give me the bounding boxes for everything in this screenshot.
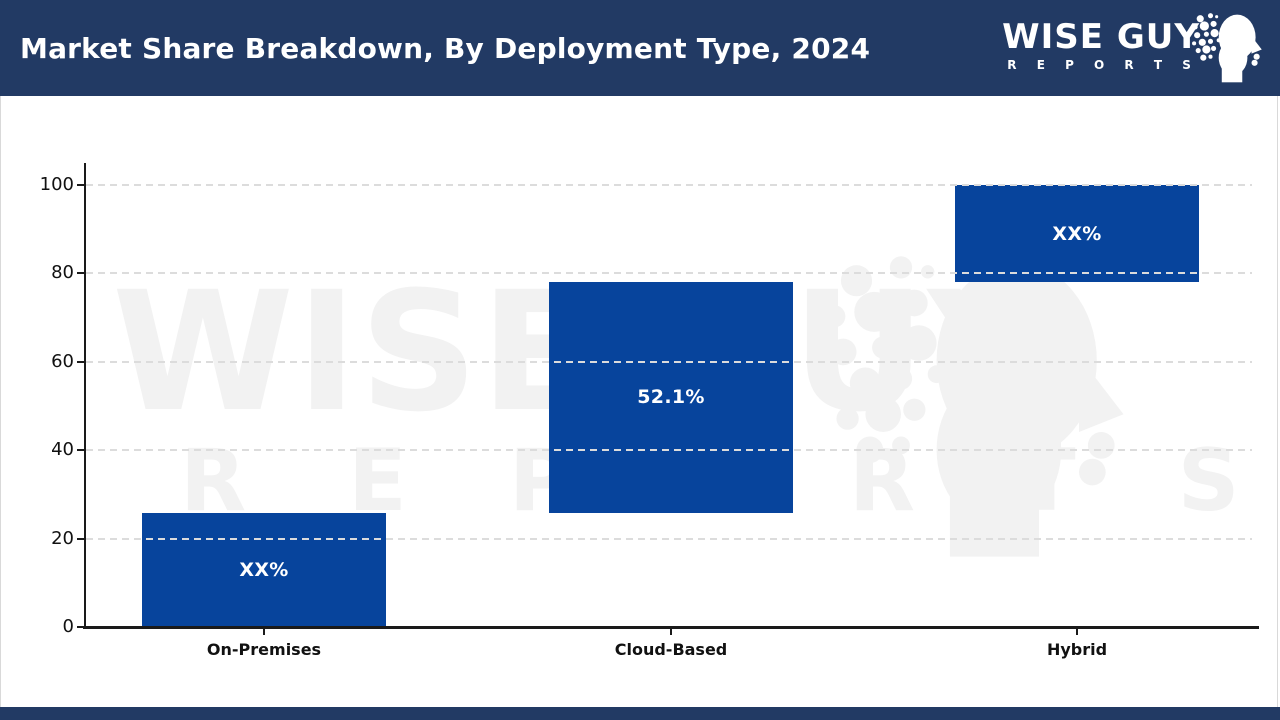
- gridline-y-40: [86, 449, 1252, 452]
- y-axis-tick-label: 20: [51, 527, 74, 549]
- y-axis-tick-mark: [77, 626, 84, 628]
- gridline-y-20: [86, 537, 1252, 540]
- y-axis-tick-label: 0: [62, 616, 74, 637]
- page-title: Market Share Breakdown, By Deployment Ty…: [20, 31, 871, 65]
- x-tick-label-hybrid: Hybrid: [1046, 640, 1108, 659]
- brand-name: WISE GUY: [1002, 17, 1200, 57]
- y-axis-tick-mark: [77, 272, 84, 275]
- y-axis-tick-label: 40: [51, 439, 74, 461]
- y-axis-tick-mark: [77, 537, 84, 540]
- bar-on-premises: XX%: [142, 512, 386, 627]
- x-tick-label-on-premises: On-Premises: [206, 640, 322, 659]
- x-axis-tick-mark: [263, 629, 265, 635]
- bar-cloud-based: 52.1%: [549, 282, 793, 513]
- y-axis-tick-label: 80: [51, 262, 74, 284]
- x-tick-label-cloud-based: Cloud-Based: [614, 640, 728, 659]
- y-axis-tick-mark: [77, 184, 84, 186]
- y-axis-tick-label: 60: [51, 350, 74, 372]
- gridline-y-100: [86, 184, 1252, 186]
- x-axis-tick-mark: [670, 629, 672, 635]
- bar-value-label: XX%: [239, 558, 289, 581]
- brand-subname: R E P O R T S: [1007, 58, 1199, 72]
- y-axis-tick-label: 100: [39, 174, 74, 195]
- y-axis-line: [84, 163, 86, 628]
- brand-logo-text: WISE GUY R E P O R T S: [1002, 20, 1200, 72]
- bar-value-label: 52.1%: [637, 386, 705, 409]
- gridline-y-60: [86, 360, 1252, 363]
- gridline-y-80: [86, 272, 1252, 275]
- brand-logo: WISE GUY R E P O R T S: [1002, 0, 1274, 96]
- header-bar: Market Share Breakdown, By Deployment Ty…: [0, 0, 1280, 96]
- bar-hybrid: XX%: [955, 185, 1199, 283]
- x-axis-tick-mark: [1076, 629, 1078, 635]
- y-axis-tick-mark: [77, 360, 84, 363]
- x-axis-line: [83, 626, 1259, 629]
- watermark-face-icon: [820, 256, 1124, 557]
- brand-face-icon: [1192, 13, 1262, 83]
- bar-value-label: XX%: [1052, 222, 1102, 245]
- y-axis-tick-mark: [77, 449, 84, 452]
- footer-bar: [0, 707, 1280, 720]
